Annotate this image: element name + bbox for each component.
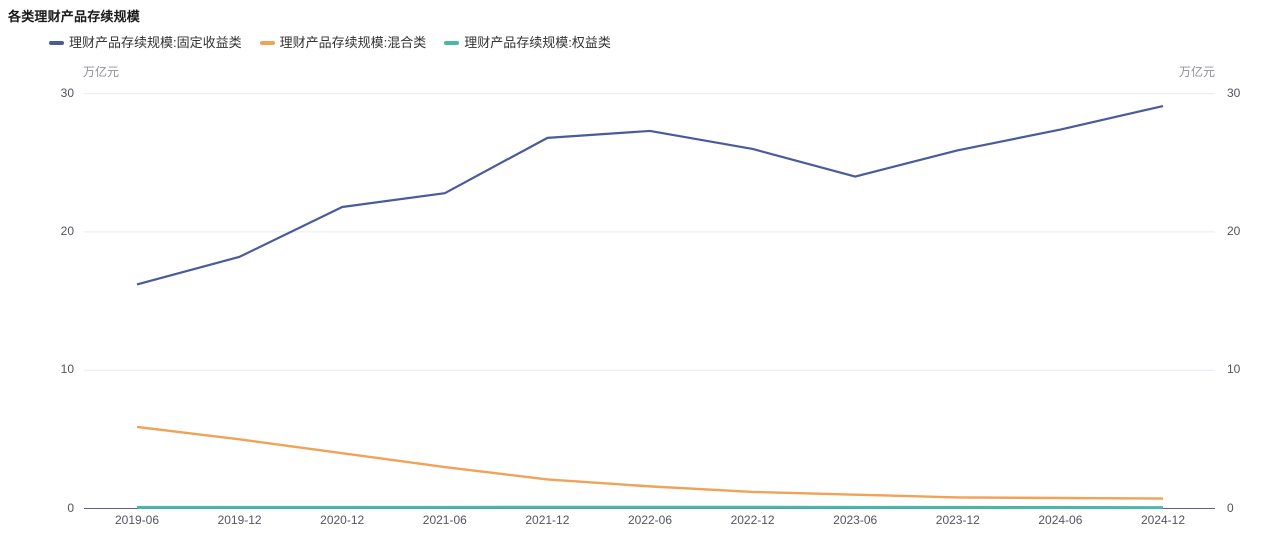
legend-swatch-hybrid-icon	[259, 40, 275, 45]
y-axis-unit-right: 万亿元	[1178, 65, 1215, 79]
x-tick-2022-12: 2022-12	[730, 513, 775, 527]
legend-label-hybrid: 理财产品存续规模:混合类	[279, 35, 427, 50]
legend-label-equity: 理财产品存续规模:权益类	[464, 35, 611, 50]
chart-title: 各类理财产品存续规模	[8, 9, 141, 24]
x-tick-2024-12: 2024-12	[1140, 513, 1186, 527]
y-tick-right-10: 10	[1227, 362, 1241, 377]
y-tick-left-20: 20	[60, 223, 74, 238]
x-tick-2023-12: 2023-12	[935, 513, 980, 527]
legend-item-equity[interactable]: 理财产品存续规模:权益类	[444, 35, 611, 50]
legend-swatch-equity-icon	[444, 40, 460, 45]
y-axis-unit-left: 万亿元	[83, 65, 120, 79]
x-tick-2021-12: 2021-12	[525, 513, 570, 527]
x-tick-2019-06: 2019-06	[114, 513, 160, 527]
y-tick-right-0: 0	[1227, 500, 1234, 515]
x-tick-2022-06: 2022-06	[627, 513, 673, 527]
legend-item-fixed-income[interactable]: 理财产品存续规模:固定收益类	[49, 35, 242, 50]
x-tick-2023-06: 2023-06	[833, 513, 878, 527]
legend: 理财产品存续规模:固定收益类 理财产品存续规模:混合类 理财产品存续规模:权益类	[49, 35, 611, 50]
x-tick-2021-06: 2021-06	[422, 513, 467, 527]
legend-label-fixed-income: 理财产品存续规模:固定收益类	[69, 35, 242, 50]
series-line-fixed-income	[136, 104, 1164, 286]
y-tick-right-30: 30	[1227, 85, 1241, 100]
y-tick-right-20: 20	[1227, 223, 1241, 238]
y-tick-left-10: 10	[60, 362, 74, 377]
y-tick-left-30: 30	[60, 85, 74, 100]
x-tick-2019-12: 2019-12	[217, 513, 262, 527]
legend-item-hybrid[interactable]: 理财产品存续规模:混合类	[259, 35, 427, 50]
x-tick-2024-06: 2024-06	[1038, 513, 1083, 527]
legend-swatch-fixed-income-icon	[49, 40, 64, 45]
x-tick-2020-12: 2020-12	[320, 513, 365, 527]
series-line-hybrid	[136, 425, 1164, 500]
y-tick-left-0: 0	[67, 500, 74, 515]
